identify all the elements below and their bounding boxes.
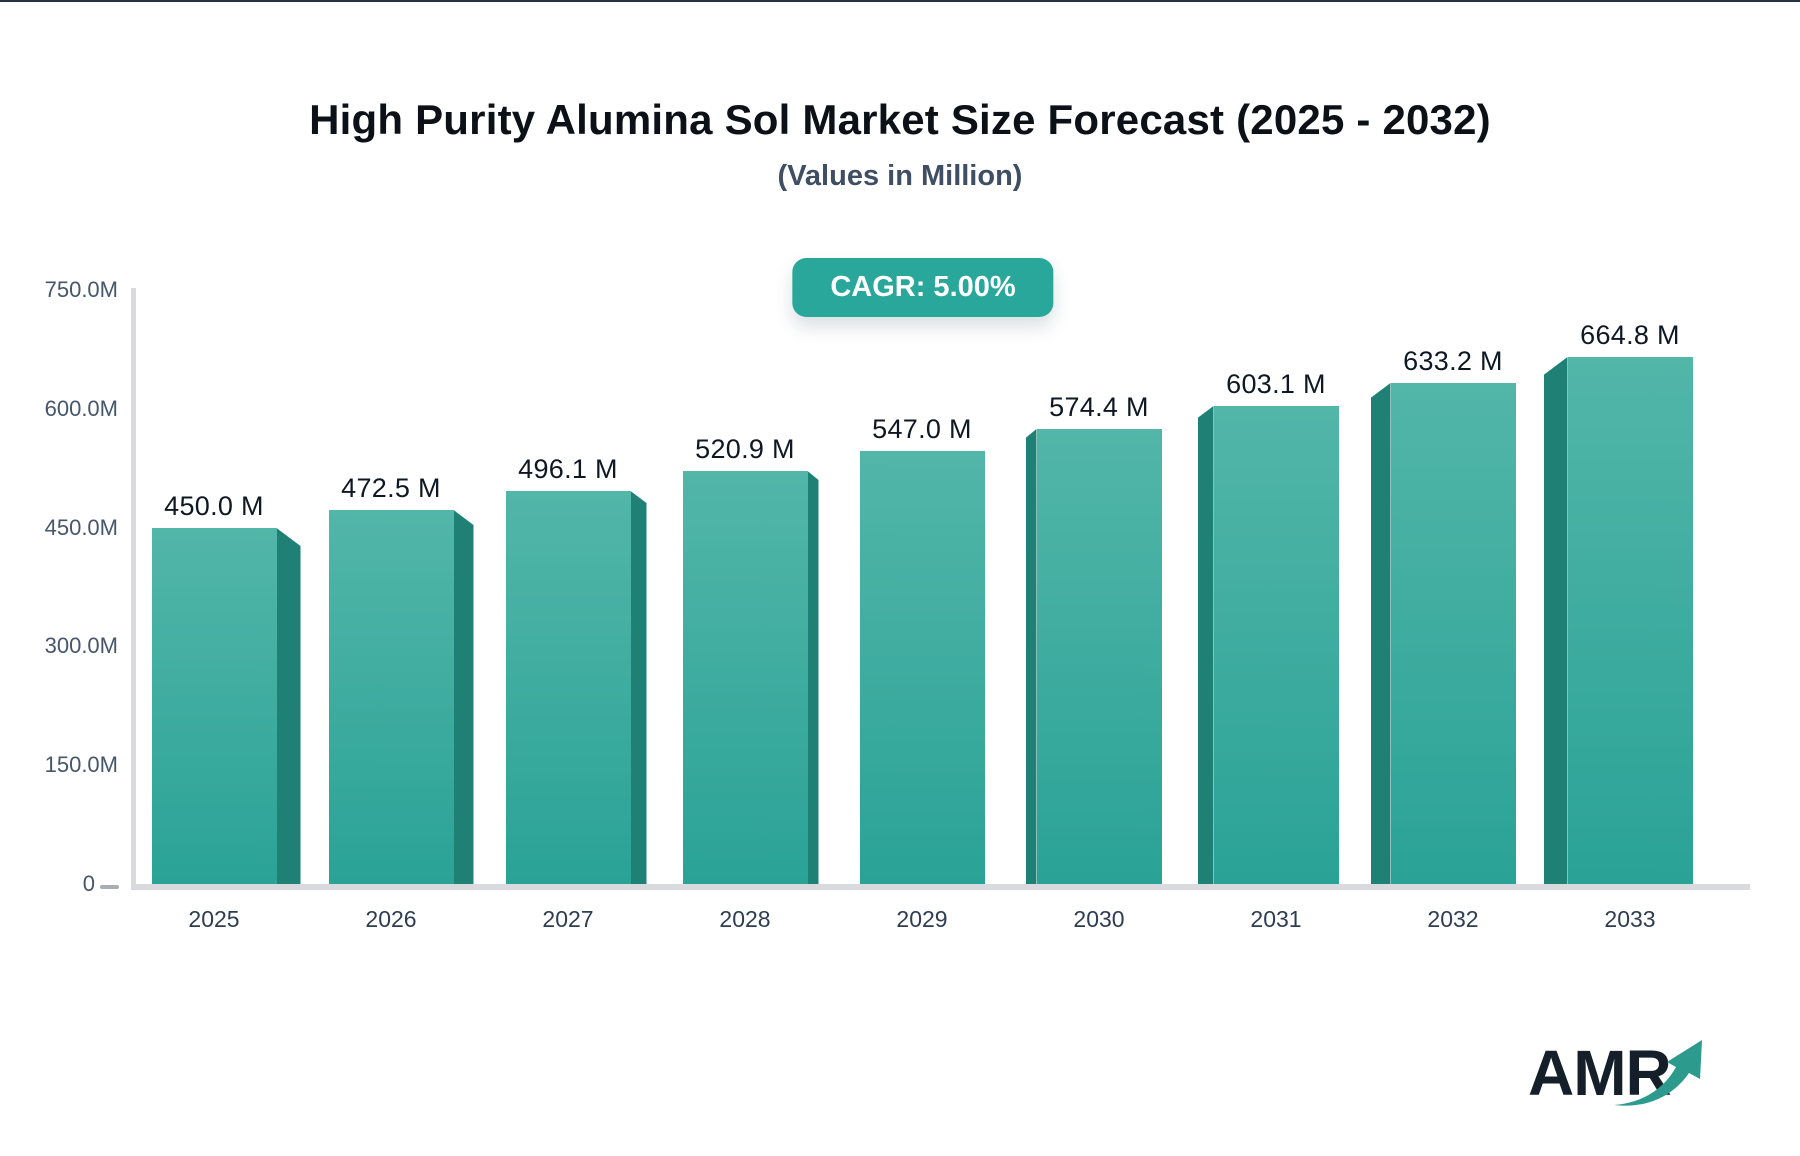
bar-side-face	[1025, 429, 1037, 888]
y-tick-label: 600.0M	[44, 395, 118, 421]
x-tick-label-2025: 2025	[188, 906, 240, 932]
bar-value-label: 603.1 M	[1226, 369, 1326, 399]
bar-value-label: 520.9 M	[695, 434, 795, 464]
cagr-badge: CAGR: 5.00%	[792, 258, 1054, 317]
bar-value-label: 547.0 M	[872, 414, 972, 444]
x-axis-baseline	[131, 884, 1750, 890]
bar-side-face	[1197, 406, 1214, 888]
bar-value-label: 664.8 M	[1580, 320, 1680, 350]
x-tick-label-2028: 2028	[719, 906, 771, 932]
y-tick-label: 0	[82, 871, 95, 896]
zero-tick-dash	[100, 885, 119, 889]
bar-2027	[505, 491, 631, 888]
bar-2032	[1390, 383, 1516, 888]
chart-subtitle: (Values in Million)	[777, 160, 1023, 192]
x-tick-label-2027: 2027	[542, 906, 594, 932]
x-tick-label-2026: 2026	[365, 906, 417, 932]
bar-2028	[682, 471, 808, 888]
bar-2025	[151, 528, 277, 888]
bar-side-face	[807, 471, 819, 888]
bar-side-face	[276, 528, 301, 888]
x-tick-label-2033: 2033	[1604, 906, 1656, 932]
bar-side-face	[1543, 357, 1568, 888]
amr-logo-arrow-icon	[1614, 1040, 1702, 1106]
bar-2031	[1213, 406, 1339, 888]
bar-2026	[328, 510, 454, 888]
bar-value-label: 496.1 M	[518, 454, 618, 484]
x-tick-label-2030: 2030	[1073, 906, 1125, 932]
y-tick-label: 150.0M	[44, 752, 118, 778]
x-tick-label-2032: 2032	[1427, 906, 1479, 932]
y-axis-line	[131, 288, 136, 890]
bar-value-label: 472.5 M	[341, 473, 441, 503]
bar-value-label: 574.4 M	[1049, 392, 1149, 422]
bar-side-face	[630, 491, 647, 888]
amr-logo: AMR	[1528, 1028, 1788, 1118]
x-tick-label-2029: 2029	[896, 906, 948, 932]
bar-value-label: 450.0 M	[164, 491, 264, 521]
bar-value-label: 633.2 M	[1403, 346, 1503, 376]
bar-side-face	[1370, 383, 1391, 888]
bar-2030	[1036, 429, 1162, 888]
chart-title: High Purity Alumina Sol Market Size Fore…	[309, 96, 1491, 143]
y-tick-label: 300.0M	[44, 633, 118, 659]
y-tick-label: 450.0M	[44, 514, 118, 540]
bar-2029	[859, 451, 985, 888]
bar-side-face	[453, 510, 474, 888]
x-tick-label-2031: 2031	[1250, 906, 1302, 932]
y-tick-label: 750.0M	[44, 277, 118, 302]
top-border	[0, 0, 1800, 2]
bar-2033	[1567, 357, 1693, 888]
